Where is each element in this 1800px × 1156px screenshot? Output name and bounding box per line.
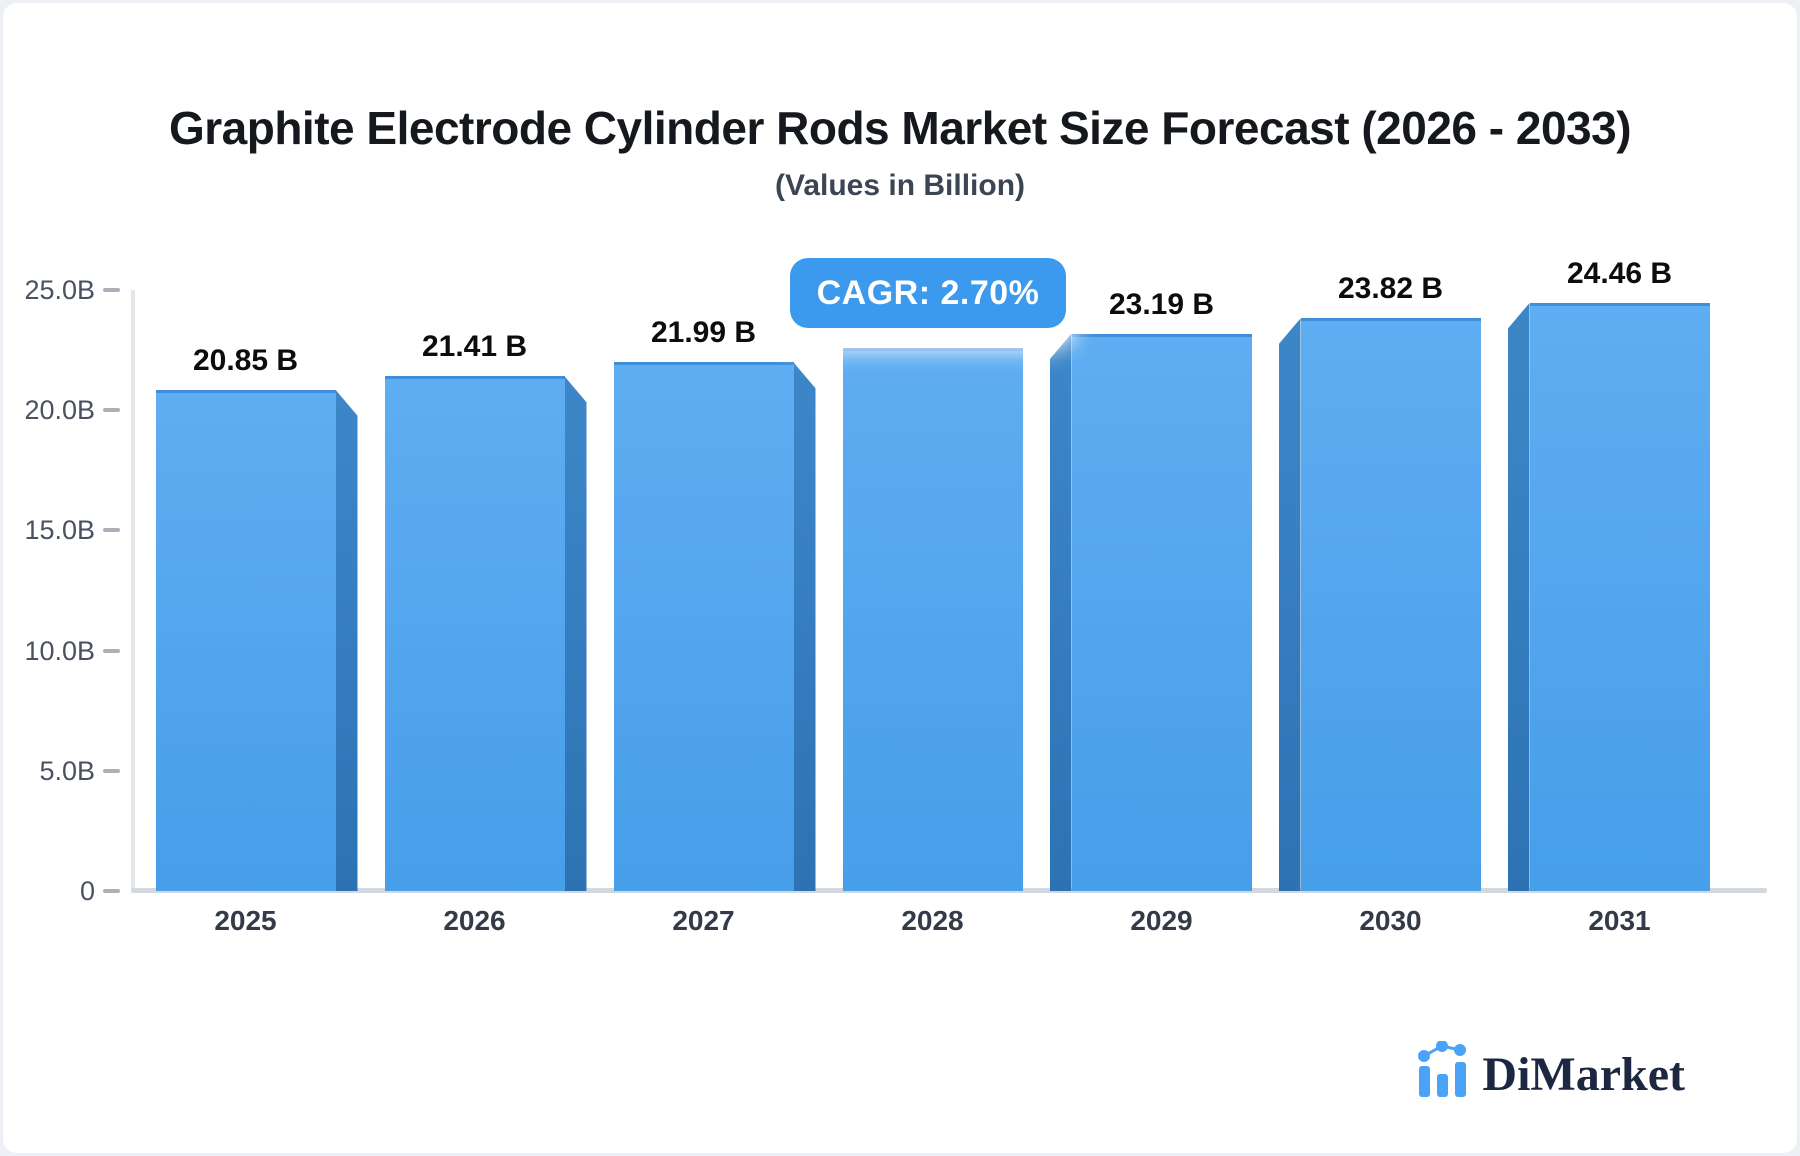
bar-value-label: 21.99 B xyxy=(650,316,757,350)
bar-value-label: 21.41 B xyxy=(421,330,528,364)
cagr-badge: CAGR: 2.70% xyxy=(790,258,1066,328)
bar-3d-side xyxy=(793,362,816,891)
dimarket-logo-text: DiMarket xyxy=(1482,1047,1685,1101)
bar-2027[interactable] xyxy=(613,362,794,891)
bar-3d-side xyxy=(1507,302,1530,891)
x-axis-label: 2031 xyxy=(1588,905,1651,936)
y-axis-tick xyxy=(103,768,120,773)
bar-2031[interactable] xyxy=(1529,302,1710,891)
bar-value-label: 23.82 B xyxy=(1337,272,1444,306)
bar-2029[interactable] xyxy=(1071,333,1252,891)
y-axis-tick xyxy=(103,648,120,653)
bar-2025[interactable] xyxy=(155,389,336,891)
y-axis-tick xyxy=(103,288,120,292)
bar-3d-side xyxy=(1278,318,1301,891)
y-axis-tick xyxy=(103,408,120,413)
bar-value-label: 20.85 B xyxy=(192,343,299,377)
y-axis-tick xyxy=(103,889,120,893)
y-axis-label: 20.0B xyxy=(24,395,95,426)
dimarket-logo: DiMarket xyxy=(1418,1041,1685,1101)
bar-2030[interactable] xyxy=(1300,318,1481,891)
x-axis-label: 2030 xyxy=(1359,905,1422,936)
x-axis-label: 2028 xyxy=(901,905,964,936)
chart-title: Graphite Electrode Cylinder Rods Market … xyxy=(168,102,1632,154)
y-axis-label: 5.0B xyxy=(39,755,95,786)
bar-3d-side xyxy=(564,376,587,891)
bar-chart: 0 5.0B 10.0B 15.0B 20.0B 25.0B 20.85 B 2025 21.4… xyxy=(3,3,1797,1153)
y-axis-line xyxy=(131,290,135,891)
y-axis-tick xyxy=(103,528,120,533)
chart-card: Graphite Electrode Cylinder Rods Market … xyxy=(3,3,1797,1153)
x-axis-label: 2027 xyxy=(672,905,735,936)
y-axis-label: 0 xyxy=(79,876,95,906)
y-axis-label: 25.0B xyxy=(24,275,95,305)
bar-value-label: 23.19 B xyxy=(1108,287,1215,321)
bar-chart-logo-icon xyxy=(1418,1041,1467,1097)
x-axis-label: 2026 xyxy=(443,905,506,936)
bar-3d-side xyxy=(1049,333,1072,891)
y-axis-label: 10.0B xyxy=(24,635,95,666)
bar-value-label: 24.46 B xyxy=(1566,256,1673,290)
x-axis-label: 2025 xyxy=(214,905,277,936)
y-axis-label: 15.0B xyxy=(24,515,95,546)
chart-subtitle: (Values in Billion) xyxy=(774,169,1026,202)
x-axis-label: 2029 xyxy=(1130,905,1193,936)
bar-2028[interactable] xyxy=(842,348,1023,891)
bar-2026[interactable] xyxy=(384,376,565,891)
bar-3d-side xyxy=(335,389,358,891)
